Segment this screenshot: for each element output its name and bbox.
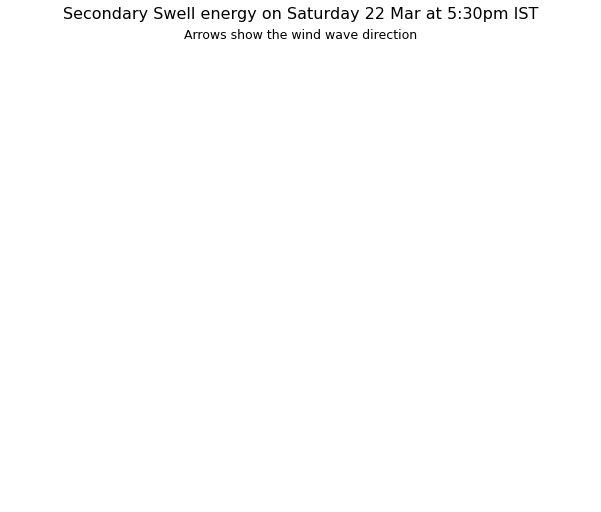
Text: Secondary Swell energy on Saturday 22 Mar at 5:30pm IST: Secondary Swell energy on Saturday 22 Ma… (63, 7, 538, 22)
Text: Arrows show the wind wave direction: Arrows show the wind wave direction (184, 29, 417, 41)
